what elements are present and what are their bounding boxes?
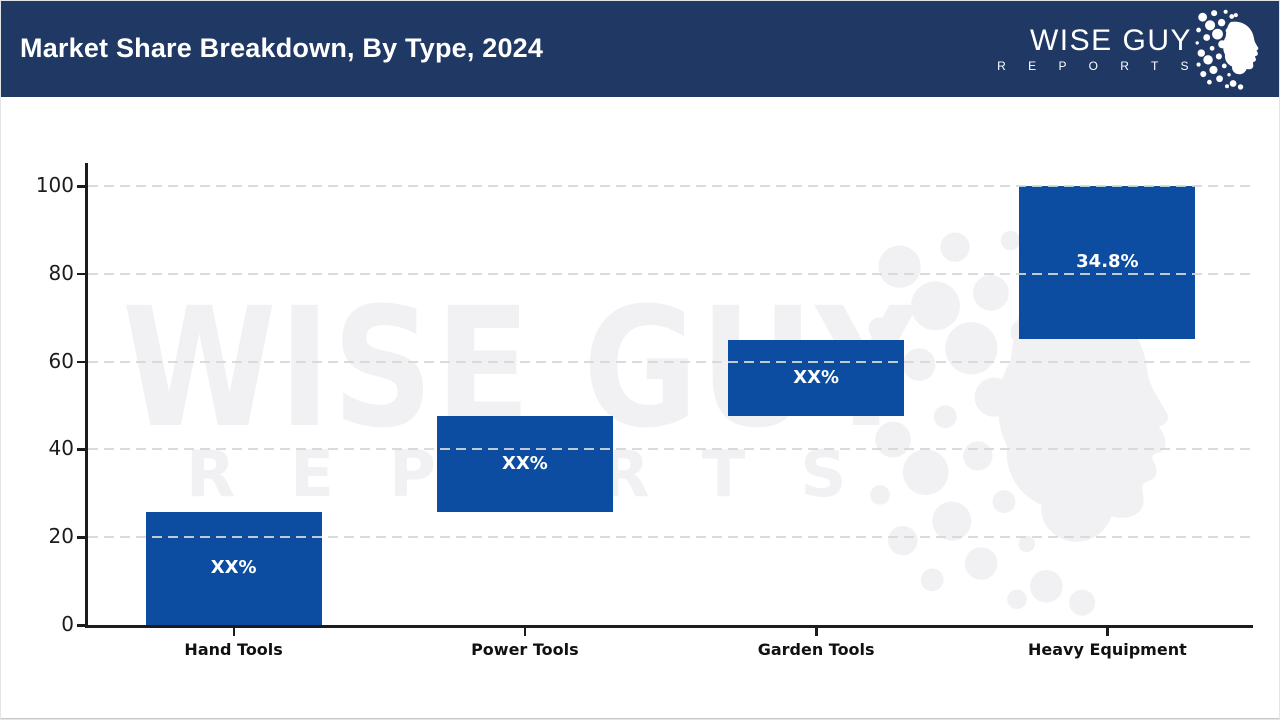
y-axis-line [85,163,88,628]
bar-value-label: 34.8% [1076,251,1139,273]
y-tick-label: 100 [35,173,74,197]
bar-value-label: XX% [210,557,257,579]
y-tick-mark [77,536,86,539]
header-bar: Market Share Breakdown, By Type, 2024 WI… [0,0,1280,97]
y-tick-mark [77,272,86,276]
y-tick-mark [77,624,86,627]
bar [1019,186,1196,339]
bar [145,511,322,625]
x-tick-mark [523,628,527,636]
x-category-label: Heavy Equipment [1028,640,1187,659]
brand-title: WISE GUY [1029,23,1192,57]
bar [436,415,613,512]
y-tick-mark [77,185,86,188]
x-category-label: Garden Tools [757,640,875,659]
x-category-label: Hand Tools [184,640,283,659]
y-tick-mark [77,360,86,364]
brand-logo: WISE GUY R E P O R T S [997,0,1266,97]
y-tick-label: 80 [48,260,74,285]
x-tick-mark [1106,628,1109,636]
y-tick-label: 0 [61,612,74,636]
bar [728,340,905,416]
page-title: Market Share Breakdown, By Type, 2024 [20,33,544,63]
y-tick-label: 60 [48,348,74,373]
brand-subtitle: R E P O R T S [997,58,1198,73]
y-tick-label: 20 [48,524,74,549]
x-category-label: Power Tools [471,640,579,659]
x-tick-mark [232,628,236,636]
bar-value-label: XX% [793,366,840,388]
y-tick-mark [77,448,86,451]
brand-text: WISE GUY R E P O R T S [997,23,1192,72]
x-axis-line [85,625,1253,628]
wise-guy-head-icon [1195,9,1259,90]
bar-value-label: XX% [501,452,548,474]
y-tick-label: 40 [48,436,74,461]
x-tick-mark [815,628,818,636]
